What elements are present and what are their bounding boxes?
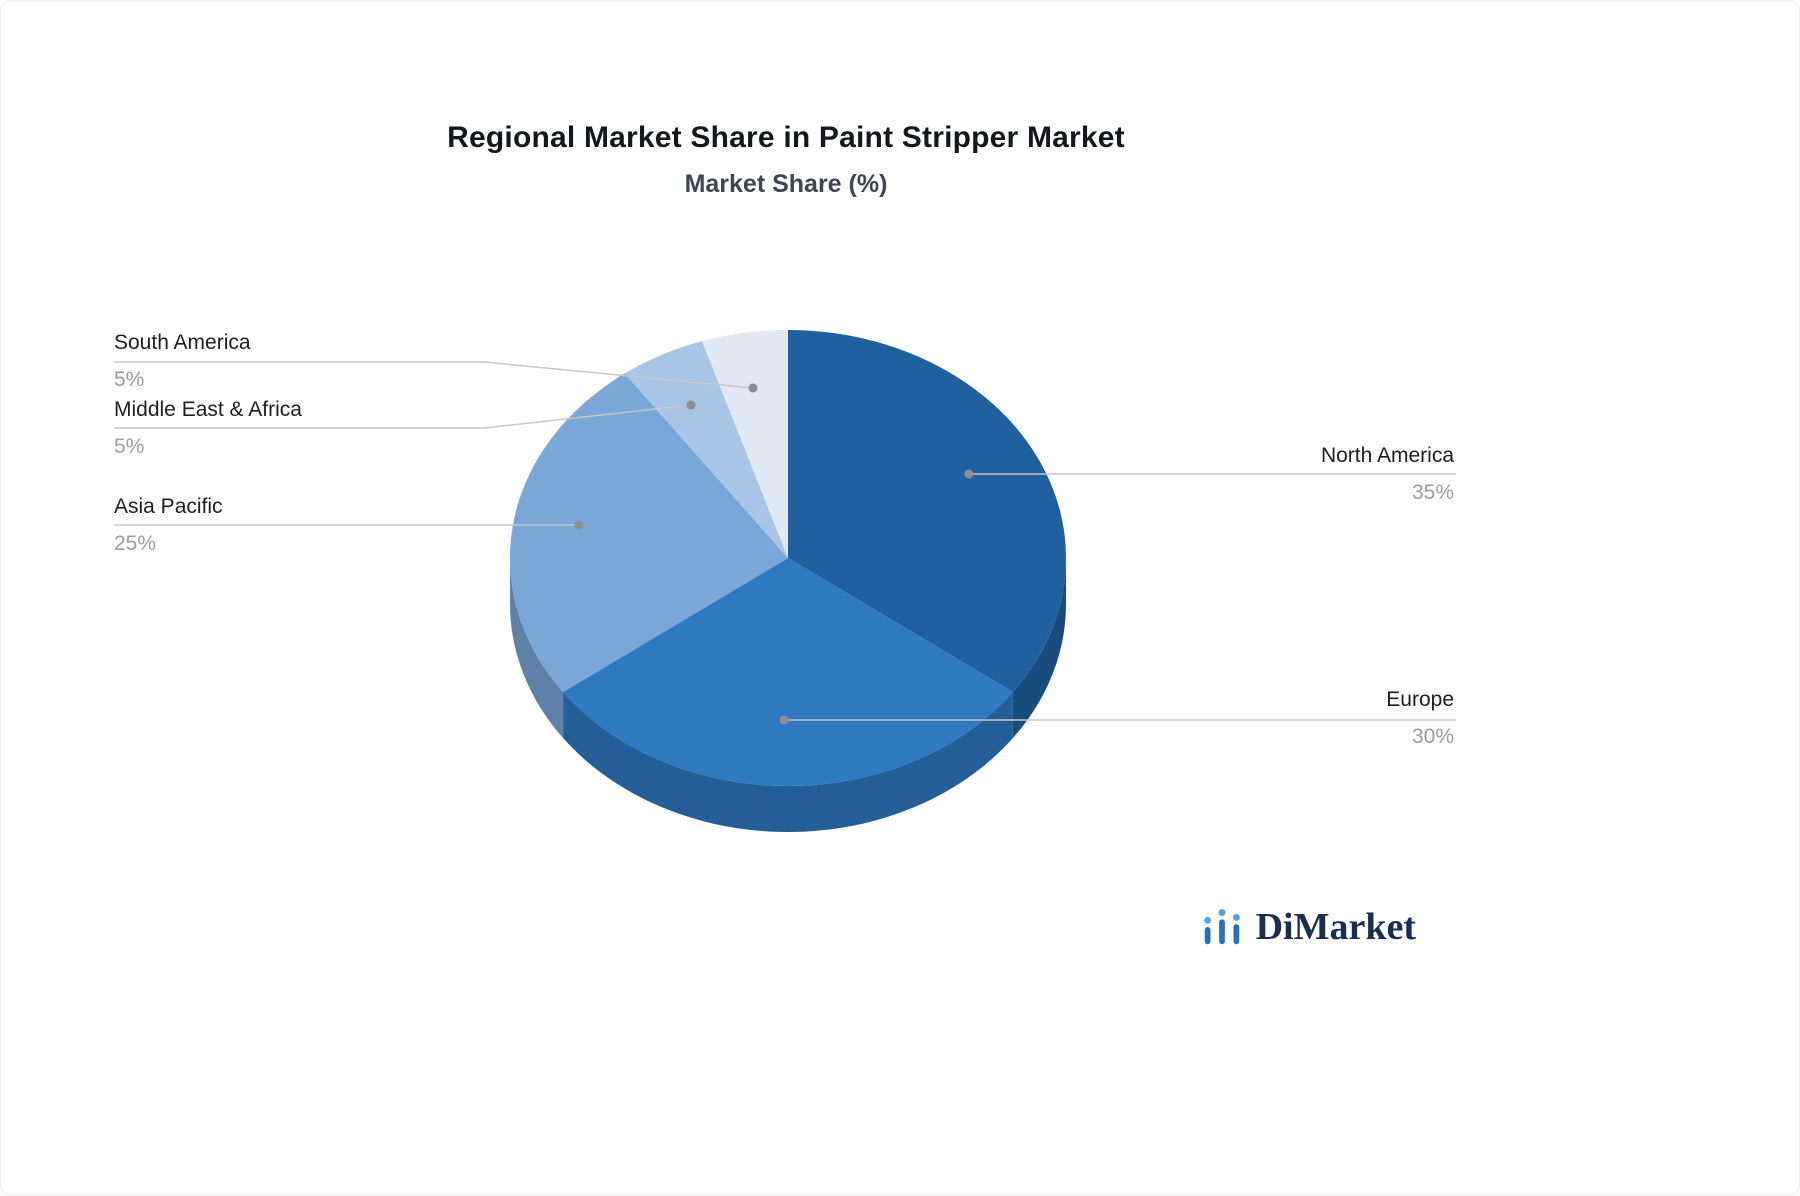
pie-label-name: Asia Pacific (114, 495, 223, 518)
leader-line (114, 361, 754, 389)
leader-dot (574, 520, 584, 530)
pie-slice-side (563, 692, 1013, 833)
pie-top-slices (509, 330, 1067, 787)
leader-dot (686, 400, 696, 410)
chart-title: Regional Market Share in Paint Stripper … (447, 121, 1125, 154)
pie-slice-side (1012, 558, 1067, 739)
bar-chart-icon (1203, 909, 1240, 945)
chart-subtitle: Market Share (%) (684, 170, 888, 198)
pie-label-value: 30% (1411, 725, 1454, 749)
pie-label-north-america: North America 35% (1321, 444, 1454, 504)
leader-dot (964, 469, 974, 479)
pie-slice-north-america[interactable] (788, 330, 1067, 693)
pie-label-value: 35% (1411, 481, 1454, 505)
pie-slice-europe[interactable] (563, 558, 1013, 787)
pie-label-middle-east-africa: Middle East & Africa 5% (114, 398, 302, 458)
pie-label-value: 5% (114, 368, 145, 392)
pie-label-south-america: South America 5% (114, 331, 251, 391)
pie-slice-side (509, 558, 564, 739)
pie-slice-middle-east-africa[interactable] (624, 341, 788, 558)
leader-dot (779, 715, 789, 725)
pie-label-name: Europe (1386, 688, 1454, 711)
pie-label-name: Middle East & Africa (114, 398, 302, 421)
brand-name: DiMarket (1255, 906, 1416, 948)
pie-label-value: 5% (114, 435, 145, 459)
leader-line (114, 404, 692, 429)
pie-slice-south-america[interactable] (702, 330, 788, 558)
pie-label-name: North America (1320, 444, 1454, 467)
leader-dot (748, 383, 758, 393)
pie-label-europe: Europe 30% (1386, 688, 1454, 748)
pie-label-asia-pacific: Asia Pacific 25% (114, 495, 223, 555)
pie-label-value: 25% (114, 532, 157, 556)
pie-label-name: South America (114, 331, 251, 354)
brand-logo: DiMarket (1199, 904, 1416, 950)
pie-side-walls (509, 558, 1067, 833)
pie-slice-asia-pacific[interactable] (509, 373, 788, 693)
pie-leader-lines (114, 361, 1456, 725)
